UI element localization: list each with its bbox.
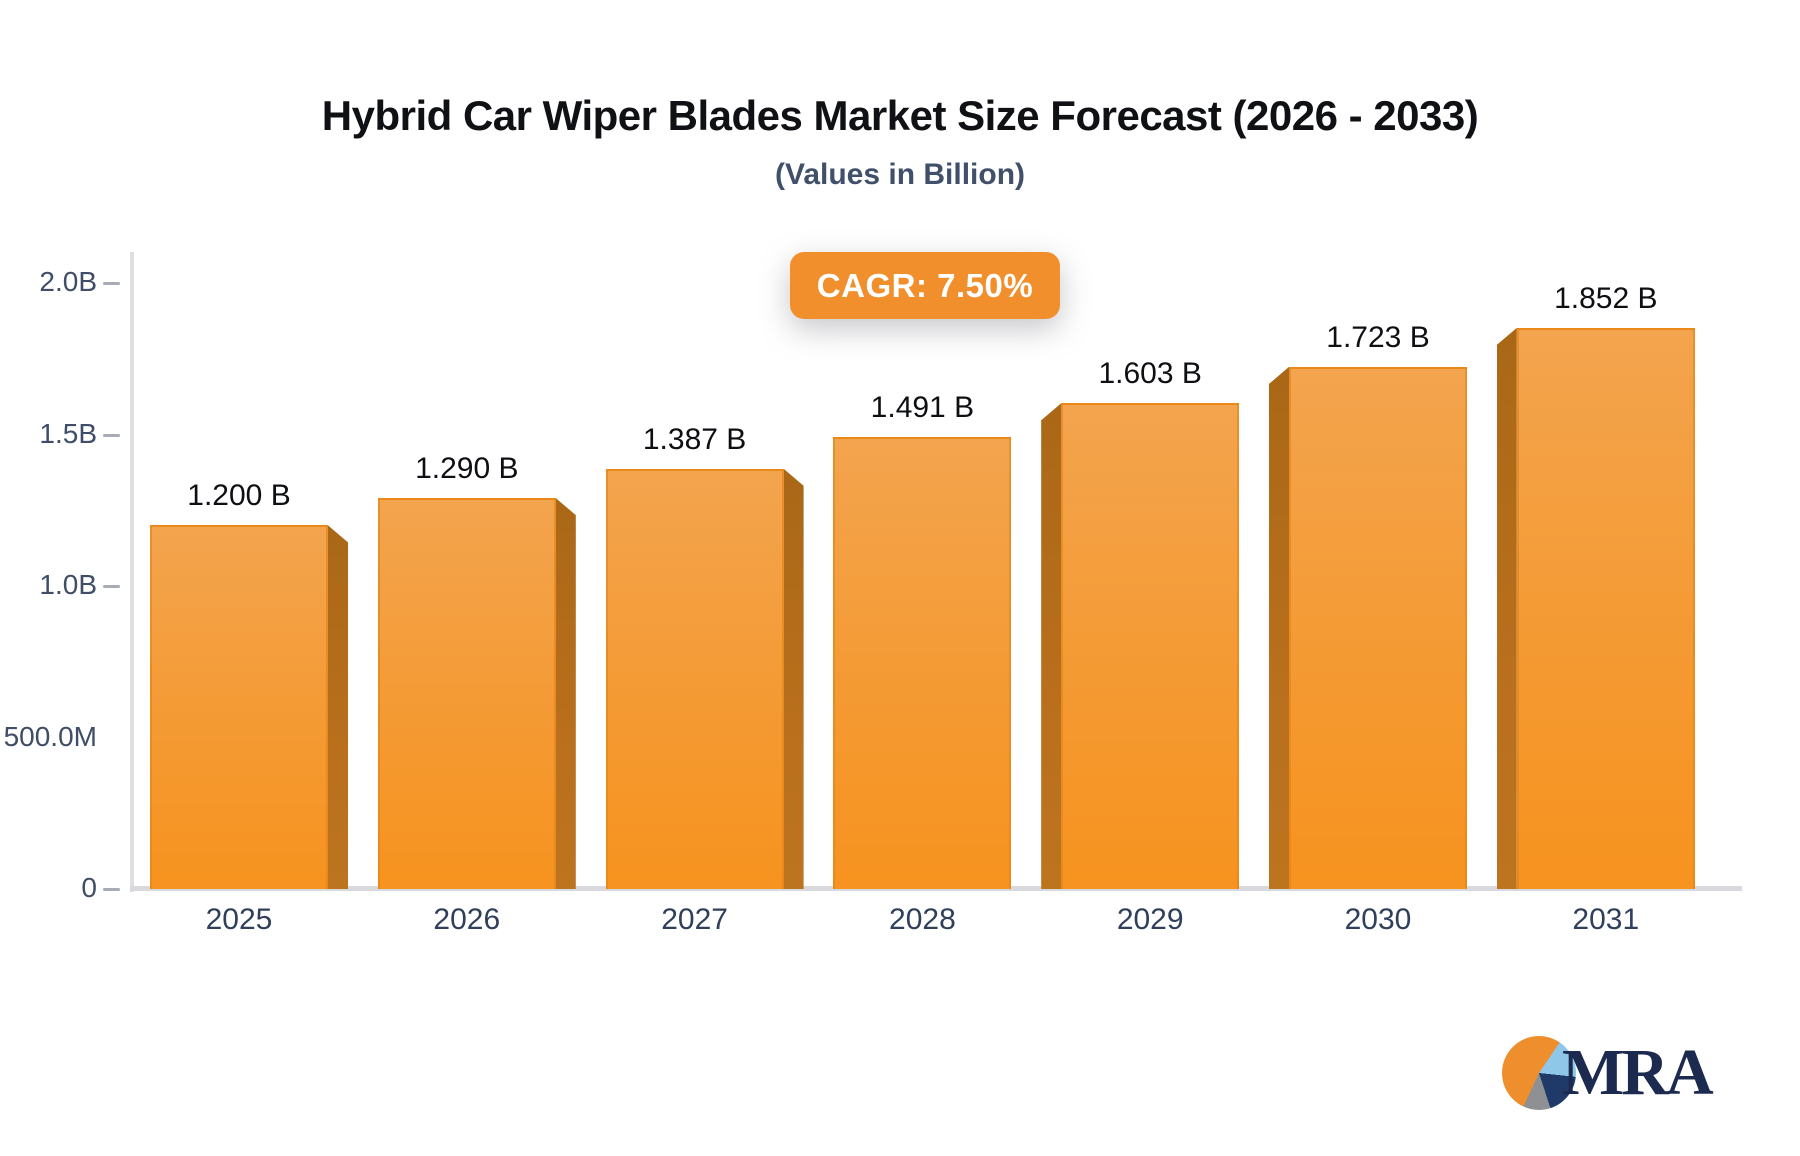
bar-value-label: 1.491 B (870, 391, 975, 425)
bar-2026 (377, 498, 556, 889)
y-tick-label: 1.0B (39, 569, 97, 600)
y-tick-label: 500.0M (3, 720, 97, 752)
bar-value-label: 1.603 B (1098, 357, 1202, 391)
brand-logo-text: MRA (1562, 1036, 1714, 1109)
bar-value-label: 1.852 B (1554, 281, 1658, 315)
bar-3d-side (555, 498, 576, 889)
bar-3d-side (1269, 366, 1289, 889)
bar-3d-side (783, 468, 804, 889)
y-tick-mark (103, 433, 120, 437)
cagr-badge-label: CAGR: 7.50% (816, 266, 1034, 304)
y-tick-label: 1.5B (39, 417, 97, 449)
bar-value-label: 1.387 B (642, 422, 747, 456)
y-tick-label: 2.0B (39, 266, 97, 297)
x-tick-label: 2030 (1344, 903, 1412, 936)
bar-2030 (1289, 366, 1467, 889)
x-tick-label: 2026 (433, 903, 501, 936)
x-tick-label: 2025 (205, 903, 273, 936)
y-axis-line (130, 252, 134, 892)
bar-value-label: 1.200 B (187, 479, 291, 513)
x-tick-label: 2031 (1572, 903, 1640, 936)
cagr-badge: CAGR: 7.50% (790, 252, 1060, 319)
bar-2025 (150, 525, 328, 889)
bar-2027 (605, 468, 784, 889)
bar-3d-side (1041, 403, 1062, 889)
bar-2029 (1061, 403, 1240, 889)
x-tick-label: 2027 (661, 903, 728, 936)
bar-2028 (833, 437, 1012, 889)
x-tick-label: 2028 (889, 903, 956, 936)
bar-value-label: 1.290 B (415, 452, 519, 486)
bar-3d-side (328, 525, 348, 889)
chart-title: Hybrid Car Wiper Blades Market Size Fore… (321, 92, 1479, 139)
y-tick-mark (103, 282, 120, 285)
brand-logo: MRA (1502, 1036, 1714, 1110)
bar-3d-side (1496, 327, 1517, 889)
y-tick-mark (103, 585, 120, 588)
bar-2031 (1516, 327, 1695, 889)
chart-subtitle: (Values in Billion) (774, 158, 1026, 191)
y-tick-mark (103, 888, 120, 891)
y-tick-label: 0 (81, 872, 97, 903)
x-tick-label: 2029 (1116, 903, 1184, 936)
pie-chart-logo-icon (1502, 1036, 1576, 1110)
bar-value-label: 1.723 B (1326, 320, 1430, 354)
